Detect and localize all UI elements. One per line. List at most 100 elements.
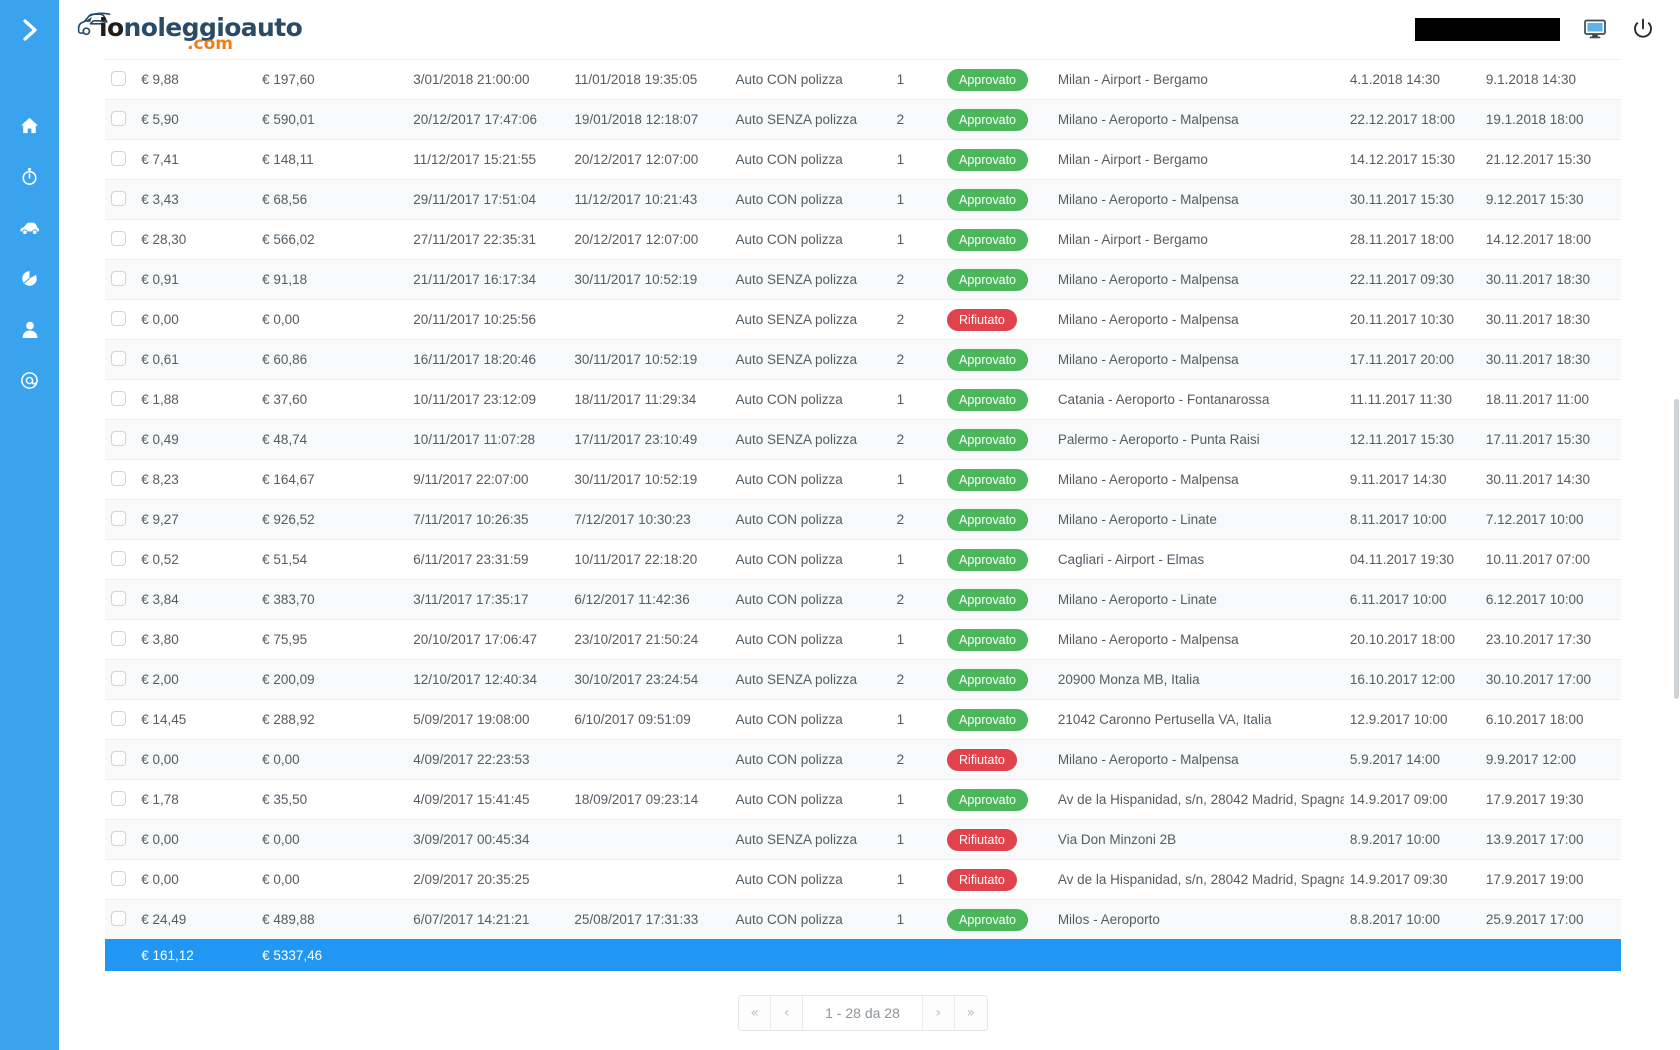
brand-logo[interactable]: ionoleggioauto .com <box>75 5 303 54</box>
row-checkbox[interactable] <box>111 750 126 766</box>
table-row[interactable]: € 9,88 € 197,60 3/01/2018 21:00:00 11/01/20… <box>105 59 1621 100</box>
pagination-next-button[interactable]: › <box>922 995 955 1030</box>
row-checkbox[interactable] <box>111 910 126 926</box>
monitor-button[interactable] <box>1582 16 1608 42</box>
sidebar-item-vehicles[interactable] <box>0 202 59 253</box>
cell-type: Auto CON polizza <box>729 379 891 420</box>
cell-type: Auto SENZA polizza <box>729 339 891 380</box>
row-checkbox[interactable] <box>111 470 126 486</box>
cell-to-date: 19.1.2018 18:00 <box>1479 99 1621 140</box>
sidebar-item-reports[interactable] <box>0 253 59 304</box>
row-checkbox[interactable] <box>111 350 126 366</box>
cell-total: € 37,60 <box>256 379 408 420</box>
cell-total: € 148,11 <box>256 139 408 180</box>
table-row[interactable]: € 0,61 € 60,86 16/11/2017 18:20:46 30/11/20… <box>105 339 1621 380</box>
row-checkbox[interactable] <box>111 110 126 126</box>
row-checkbox[interactable] <box>111 230 126 246</box>
table-row[interactable]: € 8,23 € 164,67 9/11/2017 22:07:00 30/11/20… <box>105 459 1621 500</box>
table-row[interactable]: € 3,80 € 75,95 20/10/2017 17:06:47 23/10/20… <box>105 619 1621 660</box>
table-row[interactable]: € 0,00 € 0,00 20/11/2017 10:25:56 Auto SENZ… <box>105 299 1621 340</box>
table-row[interactable]: € 0,49 € 48,74 10/11/2017 11:07:28 17/11/20… <box>105 419 1621 460</box>
cell-location: Milos - Aeroporto <box>1051 899 1344 940</box>
row-checkbox[interactable] <box>111 510 126 526</box>
cell-request-date: 20/11/2017 10:25:56 <box>407 299 569 340</box>
cell-confirm-date: 11/01/2018 19:35:05 <box>568 59 730 100</box>
cell-from-date: 20.11.2017 10:30 <box>1343 299 1480 340</box>
scrollbar-thumb[interactable] <box>1674 399 1679 699</box>
cell-to-date: 30.11.2017 18:30 <box>1479 259 1621 300</box>
sidebar-item-mail[interactable] <box>0 355 59 406</box>
table-row[interactable]: € 9,27 € 926,52 7/11/2017 10:26:35 7/12/201… <box>105 499 1621 540</box>
row-checkbox[interactable] <box>111 190 126 206</box>
totals-empty <box>568 939 730 971</box>
cell-type: Auto SENZA polizza <box>729 419 891 460</box>
pie-chart-icon <box>22 271 37 286</box>
cell-type: Auto CON polizza <box>729 899 891 940</box>
cell-from-date: 5.9.2017 14:00 <box>1343 739 1480 780</box>
table-row[interactable]: € 1,88 € 37,60 10/11/2017 23:12:09 18/11/20… <box>105 379 1621 420</box>
sidebar-toggle-button[interactable] <box>0 0 59 59</box>
cell-total: € 164,67 <box>256 459 408 500</box>
table-row[interactable]: € 7,41 € 148,11 11/12/2017 15:21:55 20/12/2… <box>105 139 1621 180</box>
header-actions <box>1415 16 1656 42</box>
row-checkbox[interactable] <box>111 70 126 86</box>
cell-type: Auto SENZA polizza <box>729 659 891 700</box>
cell-request-date: 27/11/2017 22:35:31 <box>407 219 569 260</box>
table-row[interactable]: € 0,00 € 0,00 3/09/2017 00:45:34 Auto SENZA… <box>105 819 1621 860</box>
table-row[interactable]: € 1,78 € 35,50 4/09/2017 15:41:45 18/09/201… <box>105 779 1621 820</box>
status-badge: Rifiutato <box>947 868 1017 891</box>
vertical-scrollbar[interactable] <box>1674 59 1680 1050</box>
pagination-last-button[interactable]: » <box>954 995 987 1030</box>
cell-total: € 51,54 <box>256 539 408 580</box>
table-row[interactable]: € 2,00 € 200,09 12/10/2017 12:40:34 30/10/2… <box>105 659 1621 700</box>
cell-quantity: 1 <box>890 619 942 660</box>
table-row[interactable]: € 0,00 € 0,00 4/09/2017 22:23:53 Auto CON p… <box>105 739 1621 780</box>
row-checkbox[interactable] <box>111 630 126 646</box>
row-checkbox[interactable] <box>111 430 126 446</box>
sidebar-item-timer[interactable] <box>0 151 59 202</box>
cell-type: Auto CON polizza <box>729 219 891 260</box>
account-name-redacted[interactable] <box>1415 17 1560 41</box>
cell-type: Auto CON polizza <box>729 779 891 820</box>
cell-request-date: 21/11/2017 16:17:34 <box>407 259 569 300</box>
sidebar-item-users[interactable] <box>0 304 59 355</box>
logout-button[interactable] <box>1630 16 1656 42</box>
row-checkbox[interactable] <box>111 310 126 326</box>
row-checkbox[interactable] <box>111 270 126 286</box>
table-row[interactable]: € 14,45 € 288,92 5/09/2017 19:08:00 6/10/20… <box>105 699 1621 740</box>
table-row[interactable]: € 0,00 € 0,00 2/09/2017 20:35:25 Auto CON p… <box>105 859 1621 900</box>
row-checkbox[interactable] <box>111 390 126 406</box>
status-badge: Approvato <box>947 68 1028 91</box>
row-checkbox[interactable] <box>111 830 126 846</box>
table-row[interactable]: € 0,91 € 91,18 21/11/2017 16:17:34 30/11/20… <box>105 259 1621 300</box>
cell-location: Milano - Aeroporto - Malpensa <box>1051 619 1344 660</box>
row-checkbox[interactable] <box>111 150 126 166</box>
cell-location: Av de la Hispanidad, s/n, 28042 Madrid, … <box>1051 859 1344 900</box>
car-icon <box>77 12 111 36</box>
cell-to-date: 30.11.2017 18:30 <box>1479 339 1621 380</box>
table-row[interactable]: € 3,43 € 68,56 29/11/2017 17:51:04 11/12/20… <box>105 179 1621 220</box>
cell-to-date: 18.11.2017 11:00 <box>1479 379 1621 420</box>
cell-confirm-date: 18/11/2017 11:29:34 <box>568 379 730 420</box>
pagination-first-button[interactable]: « <box>739 995 772 1030</box>
table-row[interactable]: € 28,30 € 566,02 27/11/2017 22:35:31 20/12/… <box>105 219 1621 260</box>
cell-cost: € 24,49 <box>135 899 257 940</box>
home-icon <box>20 117 39 134</box>
cell-total: € 48,74 <box>256 419 408 460</box>
totals-total: € 5337,46 <box>256 939 408 971</box>
cell-to-date: 10.11.2017 07:00 <box>1479 539 1621 580</box>
table-row[interactable]: € 3,84 € 383,70 3/11/2017 17:35:17 6/12/201… <box>105 579 1621 620</box>
cell-status: Approvato <box>941 139 1052 180</box>
sidebar-item-home[interactable] <box>0 100 59 151</box>
row-checkbox[interactable] <box>111 670 126 686</box>
table-row[interactable]: € 5,90 € 590,01 20/12/2017 17:47:06 19/01/2… <box>105 99 1621 140</box>
cell-from-date: 14.12.2017 15:30 <box>1343 139 1480 180</box>
pagination-prev-button[interactable]: ‹ <box>771 995 804 1030</box>
row-checkbox[interactable] <box>111 790 126 806</box>
table-row[interactable]: € 24,49 € 489,88 6/07/2017 14:21:21 25/08/2… <box>105 899 1621 940</box>
row-checkbox[interactable] <box>111 710 126 726</box>
row-checkbox[interactable] <box>111 870 126 886</box>
row-checkbox[interactable] <box>111 550 126 566</box>
table-row[interactable]: € 0,52 € 51,54 6/11/2017 23:31:59 10/11/201… <box>105 539 1621 580</box>
row-checkbox[interactable] <box>111 590 126 606</box>
